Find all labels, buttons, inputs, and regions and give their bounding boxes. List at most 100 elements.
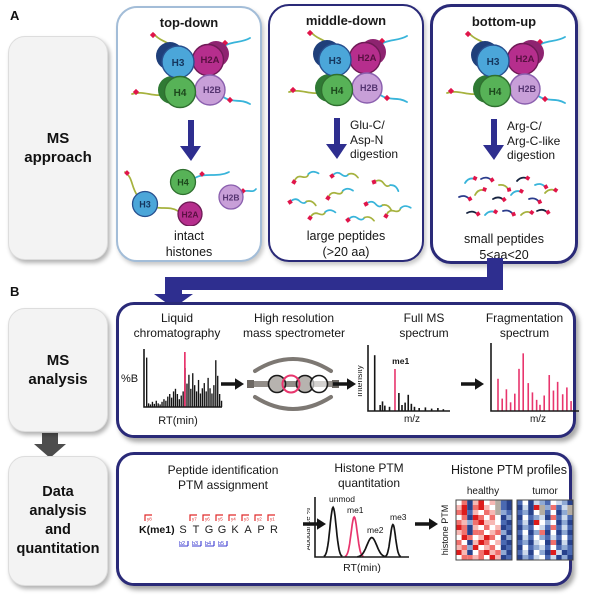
heatmap-cell <box>478 550 484 555</box>
lc-peak <box>157 403 159 407</box>
svg-text:b3: b3 <box>192 541 198 547</box>
peptide <box>510 188 524 196</box>
ms-peak <box>424 407 427 411</box>
ptm-mark <box>545 209 551 215</box>
heatmap-cell <box>489 545 496 550</box>
peptide <box>484 209 499 216</box>
bottom-up-title: bottom-up <box>471 14 537 29</box>
svg-text:b2: b2 <box>179 541 185 547</box>
heatmap-cell <box>522 525 529 530</box>
heatmap-cell <box>533 500 540 505</box>
heatmap-cell <box>478 505 484 510</box>
heatmap-cell <box>506 515 512 520</box>
ms-peak <box>407 394 410 411</box>
ms-peak <box>388 406 391 411</box>
heatmap-cell <box>467 505 473 510</box>
heatmap-cell <box>461 550 468 555</box>
heatmap-cell <box>467 540 473 545</box>
right-arrow <box>333 378 356 390</box>
ptm-mark <box>371 179 377 185</box>
heatmap-cell <box>556 510 562 515</box>
heatmap-cell <box>484 555 490 560</box>
heatmap-cell <box>484 535 490 540</box>
heatmap-cell <box>533 525 540 530</box>
heatmap-cell <box>550 505 557 510</box>
peptide <box>307 209 337 221</box>
fragment-peak <box>543 395 545 411</box>
lc-peak <box>220 400 223 407</box>
fragment-peak <box>539 404 541 411</box>
heatmap-cell <box>478 555 484 560</box>
heatmap-cell <box>556 500 562 505</box>
lc-title: Liquid chromatography <box>133 311 221 340</box>
heatmap-cell <box>522 515 529 520</box>
heatmap-cell <box>478 540 484 545</box>
heatmap-cell <box>556 515 562 520</box>
lc-peak <box>170 397 173 407</box>
fragment-peak <box>548 375 551 411</box>
ptm-mark <box>132 88 140 96</box>
heatmap-cell <box>539 545 545 550</box>
ms-peak <box>442 409 445 411</box>
lower-electrode-arc <box>253 395 333 411</box>
heatmap-cell <box>472 510 479 515</box>
heatmap-cell <box>495 530 501 535</box>
peptide-residue: T <box>193 524 200 536</box>
svg-text:y6: y6 <box>205 517 210 522</box>
ms-peak <box>413 406 416 411</box>
ms-peak <box>394 369 396 411</box>
right-arrow <box>461 378 484 390</box>
heatmap-cell <box>539 510 545 515</box>
heatmap-cell <box>517 510 523 515</box>
heatmap-cell <box>472 500 479 505</box>
heatmap-cell <box>484 520 490 525</box>
y-ion-mark <box>215 514 223 521</box>
heatmap-cell <box>517 540 523 545</box>
peptide <box>291 170 320 185</box>
heatmap-cell <box>500 545 507 550</box>
svg-text:y1: y1 <box>270 517 275 522</box>
heatmap-cell <box>539 535 545 540</box>
heatmap-cell <box>478 510 484 515</box>
heatmap-cell <box>489 510 496 515</box>
upper-electrode-arc <box>253 357 333 373</box>
b-ion-mark <box>205 541 215 547</box>
heatmap-cell <box>472 540 479 545</box>
ptm-mark <box>543 184 549 190</box>
svg-text:me2: me2 <box>367 525 384 535</box>
heatmap-cell <box>545 520 551 525</box>
peptide <box>480 176 495 183</box>
histone-tail <box>536 94 566 104</box>
nucleosome-illustration: H3 H2A H4 H2B <box>285 30 411 118</box>
svg-text:H4: H4 <box>177 178 189 188</box>
heatmap-cell <box>517 520 523 525</box>
peptide <box>516 175 531 182</box>
heatmap-cell <box>489 515 496 520</box>
heatmap-cell <box>461 500 468 505</box>
ptm-mark <box>489 177 495 183</box>
heatmap-cell <box>472 530 479 535</box>
heatmap-cell <box>517 530 523 535</box>
svg-text:m/z: m/z <box>404 414 420 425</box>
ptm-mark <box>501 196 507 203</box>
histone-h4 <box>478 74 512 108</box>
lc-peak <box>215 360 217 407</box>
peptide-residue: P <box>257 524 264 536</box>
heatmap-cell <box>561 505 568 510</box>
lc-peak <box>195 391 198 407</box>
heatmap-cell <box>522 520 529 525</box>
heatmap-cell <box>545 515 551 520</box>
heatmap-cell <box>489 540 496 545</box>
heatmap-cell <box>561 515 568 520</box>
heatmap-cell <box>522 505 529 510</box>
heatmap-cell <box>522 550 529 555</box>
heatmap-cell <box>506 550 512 555</box>
y-ion-mark <box>228 514 236 521</box>
heatmap-cell <box>456 515 462 520</box>
fragment-peak <box>531 392 534 411</box>
heatmap-cell <box>472 535 479 540</box>
profiles-title: Histone PTM profiles <box>450 463 567 477</box>
y-ion-mark <box>189 514 197 521</box>
